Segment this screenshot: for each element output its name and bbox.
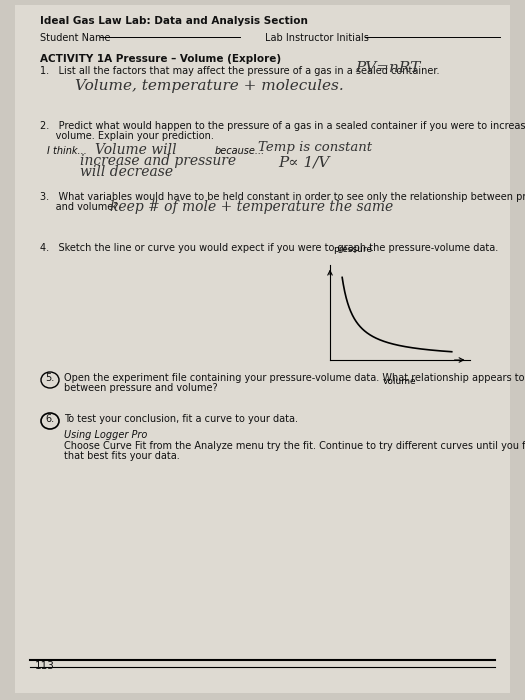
Text: Using Logger Pro: Using Logger Pro [64, 430, 148, 440]
Text: P∝ 1/V: P∝ 1/V [278, 155, 329, 169]
Text: 2.   Predict what would happen to the pressure of a gas in a sealed container if: 2. Predict what would happen to the pres… [40, 121, 525, 131]
Text: increase and pressure: increase and pressure [80, 154, 236, 168]
Text: ACTIVITY 1A Pressure – Volume (Explore): ACTIVITY 1A Pressure – Volume (Explore) [40, 54, 281, 64]
Text: volume: volume [383, 377, 417, 386]
Text: that best fits your data.: that best fits your data. [64, 451, 180, 461]
Text: pressure: pressure [333, 244, 372, 253]
Text: volume. Explain your prediction.: volume. Explain your prediction. [40, 131, 214, 141]
Text: between pressure and volume?: between pressure and volume? [64, 383, 218, 393]
Text: Open the experiment file containing your pressure-volume data. What relationship: Open the experiment file containing your… [64, 373, 525, 383]
Text: PV=nRT: PV=nRT [355, 61, 420, 75]
Text: 1.   List all the factors that may affect the pressure of a gas in a sealed cont: 1. List all the factors that may affect … [40, 66, 439, 76]
Text: keep # of mole + temperature the same: keep # of mole + temperature the same [110, 200, 393, 214]
Text: Student Name: Student Name [40, 33, 110, 43]
Text: and volume?: and volume? [40, 202, 118, 212]
Text: Volume will: Volume will [95, 143, 176, 157]
Text: Lab Instructor Initials: Lab Instructor Initials [265, 33, 369, 43]
Text: Temp is constant: Temp is constant [258, 141, 372, 154]
Text: I think...: I think... [47, 146, 87, 156]
Text: Volume, temperature + molecules.: Volume, temperature + molecules. [75, 79, 344, 93]
Text: 6.: 6. [46, 414, 55, 424]
Text: 3.   What variables would have to be held constant in order to see only the rela: 3. What variables would have to be held … [40, 192, 525, 202]
Text: Ideal Gas Law Lab: Data and Analysis Section: Ideal Gas Law Lab: Data and Analysis Sec… [40, 16, 308, 26]
Text: will decrease: will decrease [80, 165, 173, 179]
Text: 113: 113 [35, 661, 55, 671]
Text: Choose Curve Fit from the Analyze menu try the fit. Continue to try different cu: Choose Curve Fit from the Analyze menu t… [64, 441, 525, 451]
Text: To test your conclusion, fit a curve to your data.: To test your conclusion, fit a curve to … [64, 414, 298, 424]
Text: because...: because... [215, 146, 265, 156]
Text: 4.   Sketch the line or curve you would expect if you were to graph the pressure: 4. Sketch the line or curve you would ex… [40, 243, 498, 253]
Text: 5.: 5. [45, 373, 55, 383]
